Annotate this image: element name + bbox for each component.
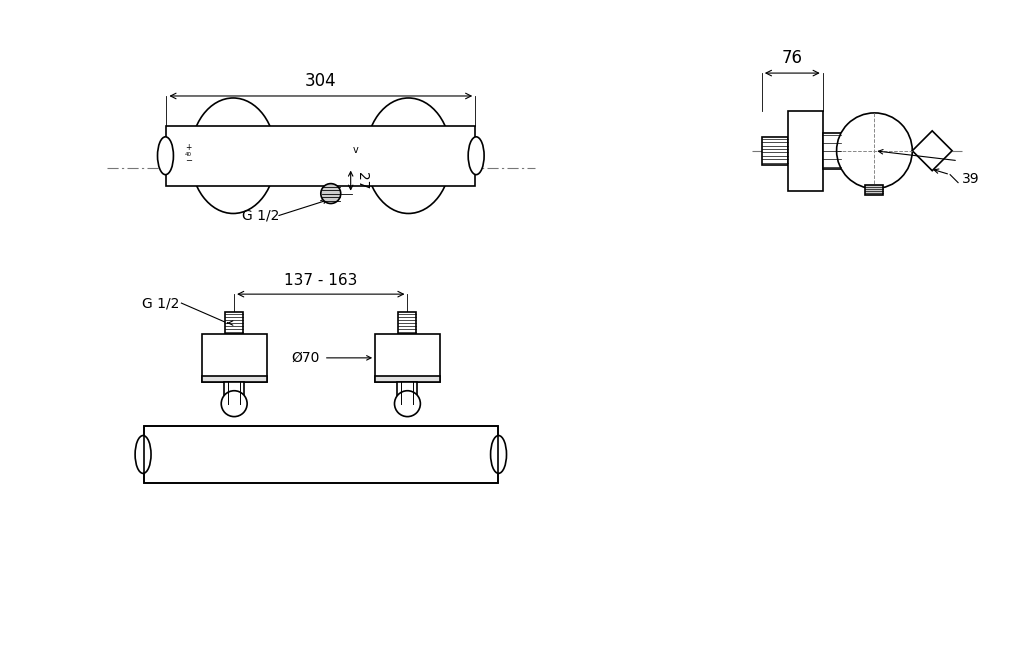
Ellipse shape [468,137,484,175]
Text: 27: 27 [355,172,368,189]
Circle shape [321,184,340,203]
Bar [761,137,787,165]
Circle shape [221,391,247,417]
Text: −: − [162,456,169,465]
Bar [398,312,416,334]
Bar [375,334,439,382]
Bar [822,133,840,169]
Text: 76: 76 [781,49,802,67]
Ellipse shape [135,436,151,473]
Text: G 1/2: G 1/2 [242,209,279,222]
Bar [225,312,243,334]
Text: +: + [185,143,192,153]
Bar [224,382,244,404]
Bar [202,334,266,382]
Bar [166,126,475,186]
Text: v: v [353,145,359,155]
Circle shape [836,113,911,188]
Bar [375,376,439,382]
Text: 39: 39 [961,171,978,186]
Text: −: − [184,156,192,165]
Text: 40: 40 [162,453,169,458]
Text: 304: 304 [305,72,336,90]
Text: +: + [163,444,169,453]
Ellipse shape [191,98,276,213]
Text: G 1/2: G 1/2 [142,296,179,310]
Polygon shape [911,131,951,171]
Bar [787,111,822,190]
Text: Ø70: Ø70 [291,351,320,365]
Ellipse shape [365,98,450,213]
Bar [397,382,417,404]
Text: 137 - 163: 137 - 163 [284,273,357,288]
Bar [144,426,497,483]
Ellipse shape [157,137,173,175]
Ellipse shape [490,436,506,473]
Bar [166,126,475,186]
Bar [144,426,497,483]
Text: v: v [377,445,383,454]
Bar [202,376,266,382]
Circle shape [394,391,420,417]
Text: 40: 40 [184,152,192,157]
Bar [144,426,497,483]
Bar [865,185,882,194]
